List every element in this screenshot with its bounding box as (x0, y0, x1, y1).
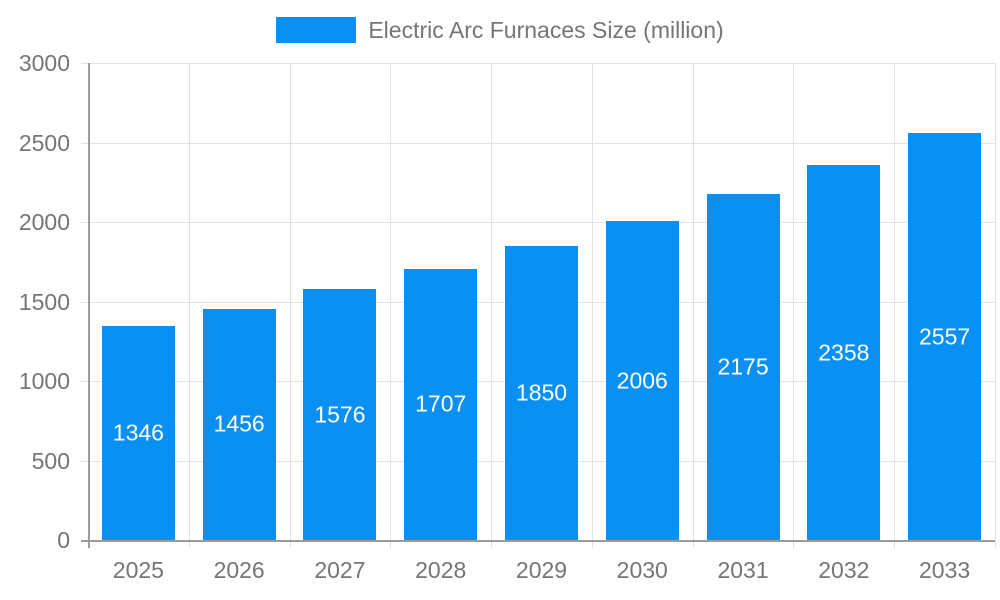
bar-2029[interactable]: 1850 (505, 245, 578, 540)
gridline-y-2000 (81, 222, 995, 223)
bar-2025[interactable]: 1346 (101, 326, 175, 540)
y-tick-label-0: 0 (57, 527, 70, 553)
gridline-y-3000 (81, 63, 995, 64)
bar-value-label-2026: 1456 (213, 410, 265, 437)
bar-value-label-2032: 2358 (818, 339, 870, 366)
x-tick-label-2025: 2025 (112, 557, 164, 583)
y-tick-label-2500: 2500 (18, 129, 70, 156)
gridline-x-3 (390, 63, 392, 548)
y-tick-label-3000: 3000 (18, 50, 70, 76)
bar-value-label-2027: 1576 (314, 401, 366, 428)
legend[interactable]: Electric Arc Furnaces Size (million) (0, 16, 1000, 44)
x-tick-label-2033: 2033 (919, 557, 971, 583)
x-tick-label-2030: 2030 (616, 557, 668, 583)
bar-value-label-2031: 2175 (717, 353, 769, 380)
legend-label: Electric Arc Furnaces Size (million) (368, 16, 724, 43)
gridline-x-7 (793, 63, 795, 548)
x-tick-label-2027: 2027 (314, 557, 366, 583)
y-tick-label-2000: 2000 (18, 209, 70, 235)
x-tick-label-2031: 2031 (717, 557, 769, 583)
bar-2030[interactable]: 2006 (605, 221, 679, 540)
y-tick-label-1500: 1500 (18, 288, 70, 315)
gridline-x-2 (289, 63, 291, 548)
bar-value-label-2030: 2006 (616, 367, 668, 394)
bar-2032[interactable]: 2358 (807, 165, 881, 540)
legend-swatch (276, 17, 357, 43)
bar-2031[interactable]: 2175 (706, 194, 780, 540)
y-axis-line (88, 63, 90, 548)
bar-value-label-2033: 2557 (919, 323, 971, 350)
plot-area: 1346 1456 1576 1707 1850 2006 2175 2358 2557 (81, 63, 996, 548)
gridline-x-8 (894, 63, 896, 548)
y-tick-label-1000: 1000 (18, 368, 70, 394)
bar-2033[interactable]: 2557 (908, 133, 982, 540)
x-axis-line (81, 540, 995, 542)
bar-value-label-2028: 1707 (415, 390, 467, 417)
x-tick-label-2032: 2032 (818, 557, 870, 583)
gridline-x-4 (491, 63, 493, 548)
gridline-x-5 (591, 63, 593, 548)
x-tick-label-2028: 2028 (415, 557, 467, 583)
gridline-x-9 (995, 63, 996, 548)
gridline-y-2500 (81, 142, 995, 144)
bar-2028[interactable]: 1707 (404, 268, 478, 540)
gridline-x-6 (692, 63, 694, 548)
x-tick-label-2029: 2029 (515, 557, 568, 583)
bar-2026[interactable]: 1456 (202, 308, 276, 540)
bar-value-label-2029: 1850 (515, 379, 568, 406)
y-tick-label-500: 500 (31, 447, 70, 474)
x-tick-label-2026: 2026 (213, 557, 265, 583)
bar-value-label-2025: 1346 (112, 419, 164, 446)
bar-2027[interactable]: 1576 (303, 289, 377, 540)
gridline-x-1 (188, 63, 190, 548)
